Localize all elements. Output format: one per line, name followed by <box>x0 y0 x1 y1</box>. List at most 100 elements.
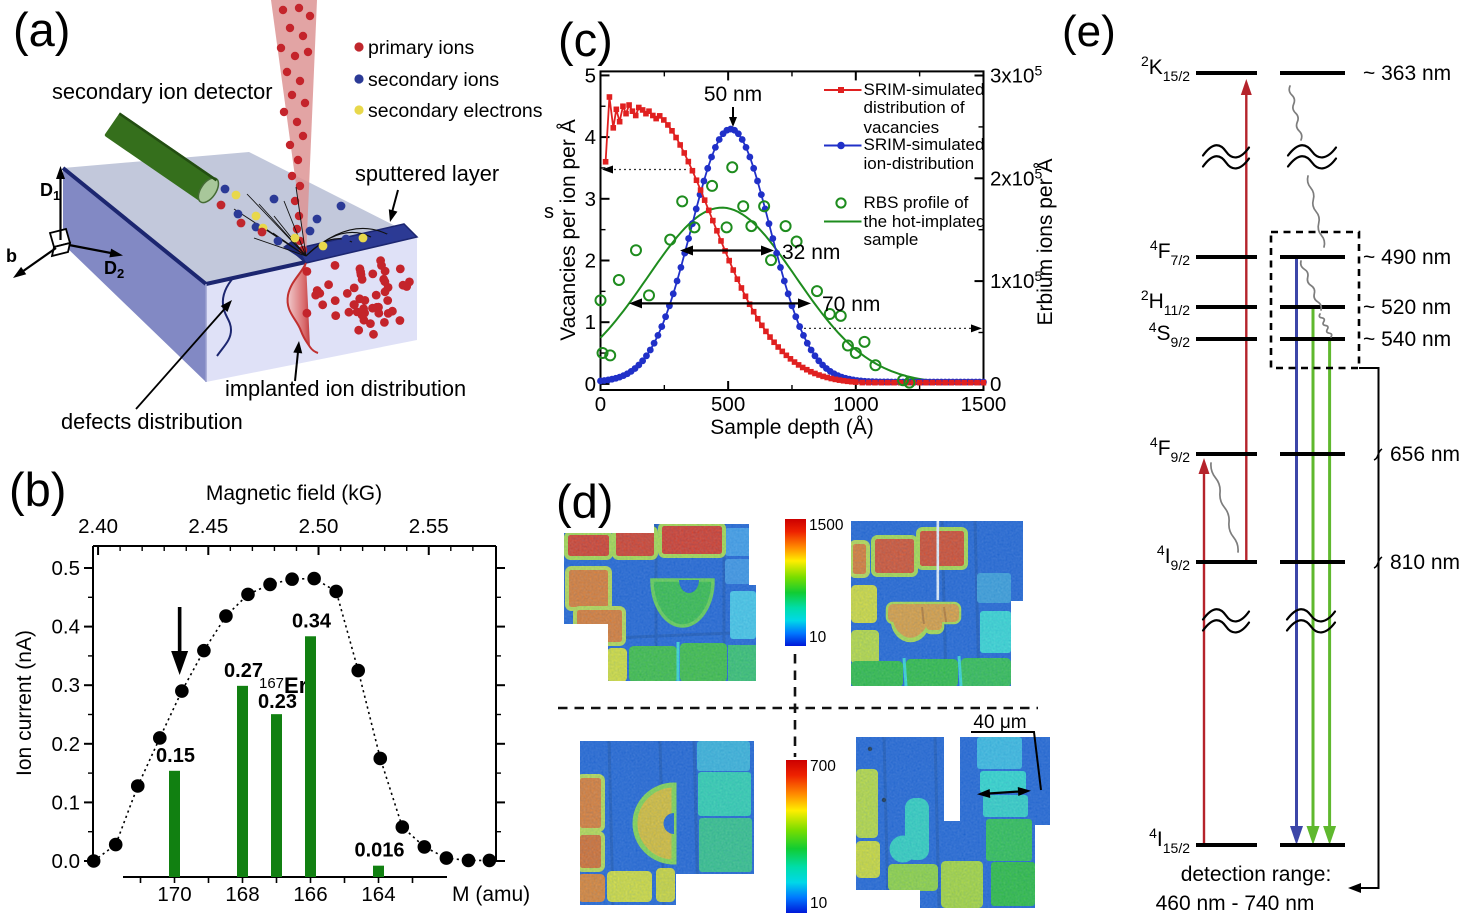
defects-curve <box>216 276 235 357</box>
primary-ion-dot <box>294 211 304 221</box>
b-scan-point <box>263 577 277 592</box>
e-relaxation-wavy <box>1306 175 1326 248</box>
primary-ion-dot <box>276 43 286 53</box>
c-vac-point <box>693 177 700 184</box>
implanted-ion-dot <box>383 296 393 305</box>
cl-map-1 <box>564 524 756 681</box>
defects-pointer-head <box>220 300 232 312</box>
panel-label-c: (c) <box>558 13 613 66</box>
c-ion-point <box>800 332 807 339</box>
c-vac-point <box>771 339 777 346</box>
secondary-ion-dot <box>220 184 230 194</box>
c-vac-point <box>635 104 642 111</box>
b-scan-point <box>130 779 145 793</box>
e-level-label: 4F7/2 <box>1150 237 1190 268</box>
b-bar-mass-166 <box>305 636 316 877</box>
c-rbs-point <box>745 220 758 233</box>
c-legend-text: sample <box>864 230 919 249</box>
e-axis-break <box>1201 608 1251 623</box>
c-vac-point <box>816 372 822 378</box>
primary-ion-dot <box>293 155 303 165</box>
e-wavelength-label: ~ 363 nm <box>1363 62 1451 85</box>
primary-ion-dot <box>305 11 315 21</box>
c-anno-70nm-headL <box>629 298 642 309</box>
c-vac-point <box>669 128 675 134</box>
c-ion-point <box>780 277 788 285</box>
colorbar-bottom-min: 10 <box>810 895 828 912</box>
c-legend-text: distribution of <box>864 98 965 117</box>
c-vac-point <box>916 379 923 386</box>
c-ion-point <box>746 153 754 161</box>
implanted-ion-dot <box>380 318 389 327</box>
e-level-label: 4I15/2 <box>1149 825 1190 856</box>
c-vac-point <box>783 352 790 359</box>
c-vac-point <box>844 378 851 385</box>
c-vac-point <box>865 379 872 386</box>
e-relaxation-wavy <box>1299 260 1323 311</box>
b-tick-label-left: 0.4 <box>52 616 81 639</box>
c-vac-point <box>673 134 679 141</box>
c-ion-point <box>704 164 712 172</box>
implanted-ion-dot <box>368 269 378 279</box>
cl-map-4 <box>856 737 1050 908</box>
primary-ion-dot <box>298 31 308 41</box>
e-axis-break <box>1201 155 1251 170</box>
axis-b-arrowhead <box>13 266 27 278</box>
b-bar-value-label: 0.15 <box>156 745 195 767</box>
implanted-ion-dot <box>349 300 359 310</box>
c-ion-point <box>773 249 781 257</box>
c-vac-point <box>795 362 802 368</box>
implanted-ion-dot <box>366 319 375 328</box>
b-tick-label-left: 0.5 <box>52 557 81 580</box>
c-tick-label-left: 2 <box>585 250 596 273</box>
b-isotope-label: 167Er <box>259 673 308 698</box>
panel-d-cl-maps: (d) 1500 10 700 10 40 μm <box>556 475 1050 913</box>
c-rbs-point <box>810 285 823 298</box>
primary-ion-dot <box>290 51 300 61</box>
c-vac-point <box>726 257 732 264</box>
c-vac-point <box>718 238 724 244</box>
c-rbs-point <box>858 335 871 348</box>
c-vac-point <box>689 167 696 174</box>
c-vac-point <box>610 125 617 131</box>
c-tick-label-x: 500 <box>711 393 745 416</box>
axis-b-label: b <box>6 246 17 266</box>
c-rbs-point <box>823 307 836 320</box>
colorbar-bottom <box>786 760 807 913</box>
c-vac-point <box>775 344 781 350</box>
c-anno-70nm-headR <box>798 298 811 309</box>
secondary-ion-dot <box>305 226 315 236</box>
c-vac-point <box>677 142 683 148</box>
c-vac-point <box>685 158 692 165</box>
c-vac-point <box>701 197 708 203</box>
ion-beam <box>271 0 317 258</box>
c-vac-point <box>832 376 839 383</box>
b-bar-value-label: 0.34 <box>292 610 332 632</box>
e-axis-break <box>1201 619 1251 634</box>
b-tick-label-top: 2.55 <box>409 515 449 538</box>
e-axis-break <box>1285 608 1337 623</box>
c-vac-point <box>620 103 626 110</box>
b-scan-point <box>461 853 476 868</box>
c-tick-label-right: 1x105 <box>990 268 1042 293</box>
map-noise-dark <box>564 524 756 681</box>
b-tick-label-top: 2.45 <box>188 515 228 538</box>
c-ion-point <box>734 130 742 138</box>
sample-left-face <box>63 168 206 382</box>
c-vac-point <box>808 368 814 375</box>
implanted-ion-dot <box>302 267 312 276</box>
c-vac-point <box>980 379 987 386</box>
c-tick-label-right: 0 <box>990 373 1001 396</box>
secondary-electron-dot <box>231 190 241 200</box>
panel-a-legend-item: secondary electrons <box>354 100 543 122</box>
c-rbs-point <box>726 161 739 174</box>
e-relaxation-wavy <box>1210 462 1239 553</box>
c-vac-point <box>734 276 741 282</box>
c-vac-point <box>639 107 646 113</box>
crater-notch <box>283 240 306 262</box>
c-vac-point <box>656 113 663 119</box>
e-axis-break <box>1286 144 1338 159</box>
c-ion-point <box>646 346 654 354</box>
secondary-electron-dot <box>358 233 368 243</box>
defects-pointer <box>135 304 229 410</box>
